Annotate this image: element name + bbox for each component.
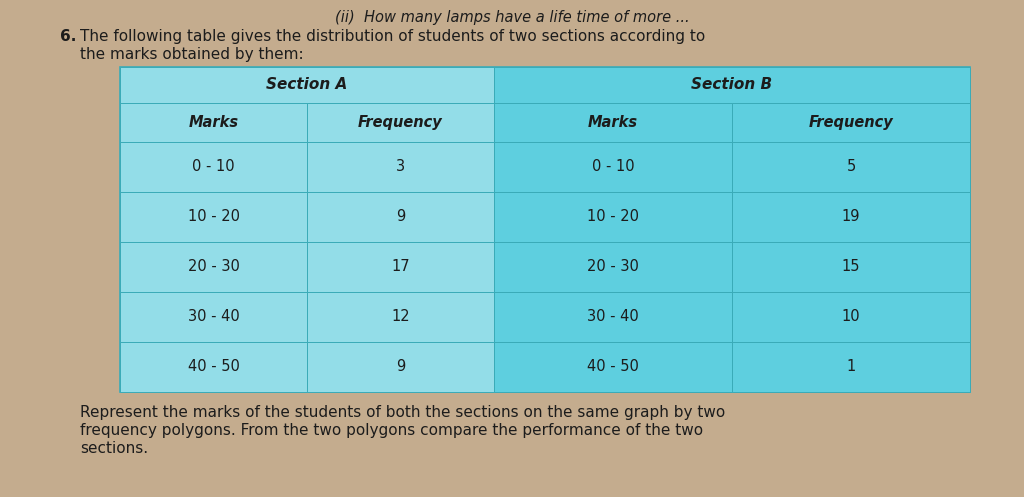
Bar [120,192,307,242]
Text: 40 - 50: 40 - 50 [587,359,639,374]
Bar [307,342,494,392]
Text: 30 - 40: 30 - 40 [587,310,639,325]
Bar [732,292,970,342]
Text: 40 - 50: 40 - 50 [187,359,240,374]
Bar [494,292,732,342]
Bar [732,242,970,292]
Text: 15: 15 [842,259,860,274]
Text: 6.: 6. [60,29,77,44]
Bar [307,292,494,342]
Bar [307,192,494,242]
Bar [120,67,494,103]
Text: 9: 9 [396,359,406,374]
Bar [307,103,494,142]
Bar [732,142,970,192]
Bar [307,142,494,192]
Text: Marks: Marks [588,115,638,130]
Text: (ii)  How many lamps have a life time of more ...: (ii) How many lamps have a life time of … [335,10,689,25]
Bar [120,67,970,392]
Text: frequency polygons. From the two polygons compare the performance of the two: frequency polygons. From the two polygon… [80,423,703,438]
Bar [307,242,494,292]
Text: Section A: Section A [266,78,347,92]
Bar [494,242,732,292]
Text: The following table gives the distribution of students of two sections according: The following table gives the distributi… [80,29,706,44]
Bar [120,142,307,192]
Text: sections.: sections. [80,441,148,456]
Text: 5: 5 [847,159,856,174]
Text: 3: 3 [396,159,406,174]
Bar [494,67,970,103]
Bar [120,292,307,342]
Bar [494,342,732,392]
Text: 10 - 20: 10 - 20 [187,209,240,224]
Text: 30 - 40: 30 - 40 [187,310,240,325]
Text: Represent the marks of the students of both the sections on the same graph by tw: Represent the marks of the students of b… [80,405,725,420]
Text: 17: 17 [391,259,410,274]
Bar [494,192,732,242]
Bar [732,342,970,392]
Bar [732,192,970,242]
Bar [732,103,970,142]
Text: Frequency: Frequency [809,115,893,130]
Text: Marks: Marks [188,115,239,130]
Text: 20 - 30: 20 - 30 [187,259,240,274]
Text: Section B: Section B [691,78,772,92]
Text: 0 - 10: 0 - 10 [193,159,234,174]
Text: 9: 9 [396,209,406,224]
Bar [120,342,307,392]
Text: 0 - 10: 0 - 10 [592,159,634,174]
Bar [120,103,307,142]
Text: 12: 12 [391,310,410,325]
Text: 10 - 20: 10 - 20 [587,209,639,224]
Text: Frequency: Frequency [358,115,442,130]
Text: 1: 1 [847,359,856,374]
Text: 19: 19 [842,209,860,224]
Bar [494,142,732,192]
Text: the marks obtained by them:: the marks obtained by them: [80,47,304,62]
Text: 20 - 30: 20 - 30 [587,259,639,274]
Bar [494,103,732,142]
Bar [120,242,307,292]
Text: 10: 10 [842,310,860,325]
